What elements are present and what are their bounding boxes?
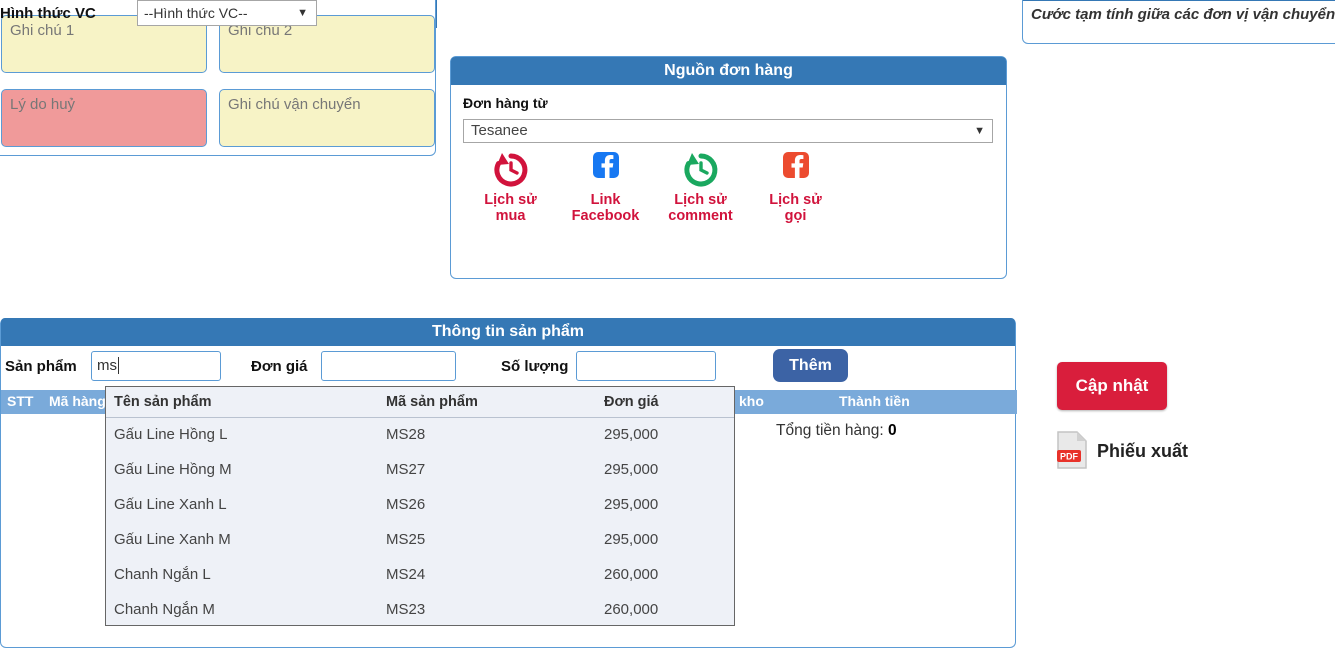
history-icon xyxy=(463,149,558,193)
cancel-reason-input[interactable]: Lý do huỷ xyxy=(1,89,207,147)
quantity-label: Số lượng xyxy=(501,358,569,375)
facebook-icon xyxy=(748,149,843,193)
pdf-icon: PDF xyxy=(1055,430,1089,473)
total-amount-row: Tổng tiền hàng: 0 xyxy=(776,422,897,440)
product-info-title: Thông tin sản phẩm xyxy=(1,318,1015,346)
link-label2: comment xyxy=(668,207,733,224)
link-label: Lịch sử xyxy=(484,192,537,208)
item-price: 295,000 xyxy=(604,531,659,548)
link-label: Lịch sử xyxy=(674,192,727,208)
order-from-select[interactable]: Tesanee ▼ xyxy=(463,119,993,143)
svg-text:PDF: PDF xyxy=(1060,452,1079,462)
autocomplete-column-name: Tên sản phẩm xyxy=(114,394,212,410)
add-product-button[interactable]: Thêm xyxy=(773,349,848,382)
item-price: 295,000 xyxy=(604,426,659,443)
link-lich-su-goi[interactable]: Lịch sử gọi xyxy=(748,149,843,225)
item-code: MS24 xyxy=(386,566,426,583)
item-price: 260,000 xyxy=(604,601,659,618)
product-input[interactable]: ms xyxy=(91,351,221,381)
link-label2: mua xyxy=(495,207,526,224)
order-from-value: Tesanee xyxy=(471,122,528,139)
history-icon xyxy=(653,149,748,193)
shipping-method-label: Hình thức VC xyxy=(0,5,96,22)
shipping-fee-panel: Cước tạm tính giữa các đơn vị vận chuyển xyxy=(1022,0,1335,44)
item-code: MS27 xyxy=(386,461,426,478)
link-lich-su-mua[interactable]: Lịch sử mua xyxy=(463,149,558,225)
item-price: 295,000 xyxy=(604,496,659,513)
export-pdf-link[interactable]: PDF Phiếu xuất xyxy=(1055,430,1188,473)
item-code: MS28 xyxy=(386,426,426,443)
product-input-value: ms xyxy=(97,357,117,374)
shipping-fee-title xyxy=(1023,0,1335,1)
link-label2: Facebook xyxy=(571,207,640,224)
shipping-method-row: Hình thức VC --Hình thức VC-- ▼ xyxy=(0,0,330,160)
product-label: Sản phẩm xyxy=(5,358,77,375)
shipping-note-input[interactable]: Ghi chú vận chuyển xyxy=(219,89,435,147)
item-name: Gấu Line Hồng L xyxy=(114,426,228,443)
product-autocomplete-dropdown[interactable]: Tên sản phẩm Mã sản phẩm Đơn giá Gấu Lin… xyxy=(105,386,735,626)
facebook-icon xyxy=(558,149,653,193)
item-price: 295,000 xyxy=(604,461,659,478)
item-name: Chanh Ngắn L xyxy=(114,566,211,583)
total-value: 0 xyxy=(888,422,897,439)
item-name: Gấu Line Xanh L xyxy=(114,496,227,513)
list-item[interactable]: Gấu Line Xanh M MS25 295,000 xyxy=(106,523,734,558)
quantity-input[interactable] xyxy=(576,351,716,381)
item-code: MS25 xyxy=(386,531,426,548)
list-item[interactable]: Chanh Ngắn M MS23 260,000 xyxy=(106,593,734,625)
column-ma-hang: Mã hàng xyxy=(49,393,106,409)
link-label: Lịch sử xyxy=(769,192,822,208)
source-links: Lịch sử mua Link Facebook Lịch sử xyxy=(463,149,843,225)
product-form: Sản phẩm ms Đơn giá Số lượng Thêm xyxy=(1,346,1015,390)
list-item[interactable]: Gấu Line Hồng M MS27 295,000 xyxy=(106,453,734,488)
order-source-panel: Nguồn đơn hàng Đơn hàng từ Tesanee ▼ Lịc… xyxy=(450,56,1007,279)
order-source-title: Nguồn đơn hàng xyxy=(451,57,1006,85)
item-code: MS26 xyxy=(386,496,426,513)
link-lich-su-comment[interactable]: Lịch sử comment xyxy=(653,149,748,225)
update-button[interactable]: Cập nhật xyxy=(1057,362,1167,410)
autocomplete-header: Tên sản phẩm Mã sản phẩm Đơn giá xyxy=(106,387,734,418)
total-label: Tổng tiền hàng: xyxy=(776,422,884,439)
link-label2: gọi xyxy=(784,207,807,224)
item-name: Gấu Line Xanh M xyxy=(114,531,231,548)
list-item[interactable]: Chanh Ngắn L MS24 260,000 xyxy=(106,558,734,593)
column-stt: STT xyxy=(7,393,34,409)
item-name: Chanh Ngắn M xyxy=(114,601,215,618)
chevron-down-icon: ▼ xyxy=(297,7,308,19)
item-price: 260,000 xyxy=(604,566,659,583)
column-thanh-tien: Thành tiền xyxy=(839,393,910,409)
list-item[interactable]: Gấu Line Hồng L MS28 295,000 xyxy=(106,418,734,453)
order-from-label: Đơn hàng từ xyxy=(463,95,548,111)
chevron-down-icon: ▼ xyxy=(974,125,985,137)
item-code: MS23 xyxy=(386,601,426,618)
autocomplete-column-price: Đơn giá xyxy=(604,394,659,410)
price-label: Đơn giá xyxy=(251,358,308,375)
autocomplete-column-code: Mã sản phẩm xyxy=(386,394,478,410)
shipping-method-select[interactable]: --Hình thức VC-- ▼ xyxy=(137,0,317,26)
column-kho: kho xyxy=(739,393,764,409)
link-facebook[interactable]: Link Facebook xyxy=(558,149,653,225)
export-pdf-label: Phiếu xuất xyxy=(1097,441,1189,461)
list-item[interactable]: Gấu Line Xanh L MS26 295,000 xyxy=(106,488,734,523)
notes-panel: Ghi chú 1 Ghi chú 2 Lý do huỷ Ghi chú vậ… xyxy=(0,0,436,156)
shipping-fee-note: Cước tạm tính giữa các đơn vị vận chuyển xyxy=(1031,6,1335,23)
item-name: Gấu Line Hồng M xyxy=(114,461,232,478)
shipping-method-value: --Hình thức VC-- xyxy=(144,5,248,21)
link-label: Link xyxy=(590,192,621,208)
price-input[interactable] xyxy=(321,351,456,381)
